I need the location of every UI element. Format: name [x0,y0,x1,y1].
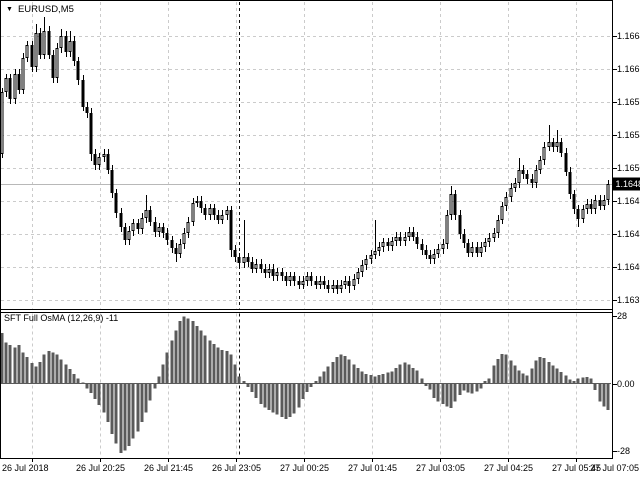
svg-text:1.16645: 1.16645 [617,31,640,41]
symbol-text: EURUSD,M5 [17,4,74,15]
svg-text:1.16488: 1.16488 [616,179,640,189]
svg-text:27 Jul 05:45: 27 Jul 05:45 [552,463,601,473]
svg-text:27 Jul 04:25: 27 Jul 04:25 [484,463,533,473]
svg-text:1.16470: 1.16470 [617,196,640,206]
time-axis-scale[interactable] [0,461,640,480]
svg-text:0.00: 0.00 [617,379,635,389]
svg-text:1.16400: 1.16400 [617,262,640,272]
svg-text:1.16505: 1.16505 [617,163,640,173]
svg-text:26 Jul 23:05: 26 Jul 23:05 [212,463,261,473]
svg-text:1.16540: 1.16540 [617,130,640,140]
svg-text:26 Jul 21:45: 26 Jul 21:45 [144,463,193,473]
svg-text:27 Jul 00:25: 27 Jul 00:25 [280,463,329,473]
svg-text:-28: -28 [617,446,630,456]
svg-text:27 Jul 01:45: 27 Jul 01:45 [348,463,397,473]
svg-text:27 Jul 03:05: 27 Jul 03:05 [416,463,465,473]
symbol-dropdown-icon: ▼ [6,6,13,13]
svg-text:26 Jul 2018: 26 Jul 2018 [2,463,49,473]
symbol-label: ▼ EURUSD,M5 [6,4,74,15]
svg-text:28: 28 [617,311,627,321]
price-axis-scale[interactable] [613,0,640,458]
svg-text:1.16435: 1.16435 [617,229,640,239]
svg-text:1.16575: 1.16575 [617,97,640,107]
svg-text:1.16610: 1.16610 [617,64,640,74]
indicator-label: SFT Full OsMA (12,26,9) -11 [4,313,119,323]
svg-text:27 Jul 07:05: 27 Jul 07:05 [590,463,639,473]
svg-text:26 Jul 20:25: 26 Jul 20:25 [76,463,125,473]
svg-text:1.16365: 1.16365 [617,295,640,305]
